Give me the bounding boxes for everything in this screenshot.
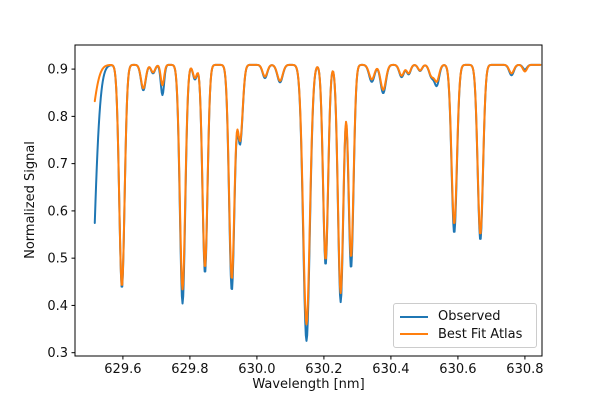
observed-line bbox=[93, 63, 542, 342]
legend: Observed Best Fit Atlas bbox=[393, 303, 537, 348]
tick-label: 630.4 bbox=[372, 362, 409, 377]
tick-label: 630.0 bbox=[238, 362, 275, 377]
best-fit-atlas-line-sample bbox=[400, 333, 428, 336]
tick-label: 0.8 bbox=[47, 110, 68, 125]
y-axis-label: Normalized Signal bbox=[23, 141, 38, 259]
tick-label: 0.6 bbox=[47, 204, 68, 219]
plot-frame bbox=[74, 44, 543, 357]
tick-label: 0.7 bbox=[47, 157, 68, 172]
tick-label: 0.9 bbox=[47, 63, 68, 78]
legend-label-best-fit-atlas: Best Fit Atlas bbox=[438, 326, 523, 342]
axes: 629.6 629.8 630.0 630.2 630.4 630.6 630.8 0.3 0.… bbox=[47, 63, 543, 377]
tick-label: 0.4 bbox=[47, 299, 68, 314]
best-fit-atlas-line bbox=[93, 63, 542, 326]
tick-label: 629.6 bbox=[104, 362, 141, 377]
tick-label: 0.3 bbox=[47, 346, 68, 361]
observed-line-sample bbox=[400, 315, 428, 318]
tick-label: 630.8 bbox=[506, 362, 543, 377]
tick-label: 0.5 bbox=[47, 252, 68, 267]
x-axis-label: Wavelength [nm] bbox=[252, 377, 364, 392]
tick-label: 629.8 bbox=[171, 362, 208, 377]
tick-label: 630.6 bbox=[439, 362, 476, 377]
legend-label-observed: Observed bbox=[438, 309, 501, 325]
tick-label: 630.2 bbox=[305, 362, 342, 377]
legend-item-best-fit-atlas: Best Fit Atlas bbox=[400, 326, 530, 344]
legend-item-observed: Observed bbox=[400, 308, 530, 326]
